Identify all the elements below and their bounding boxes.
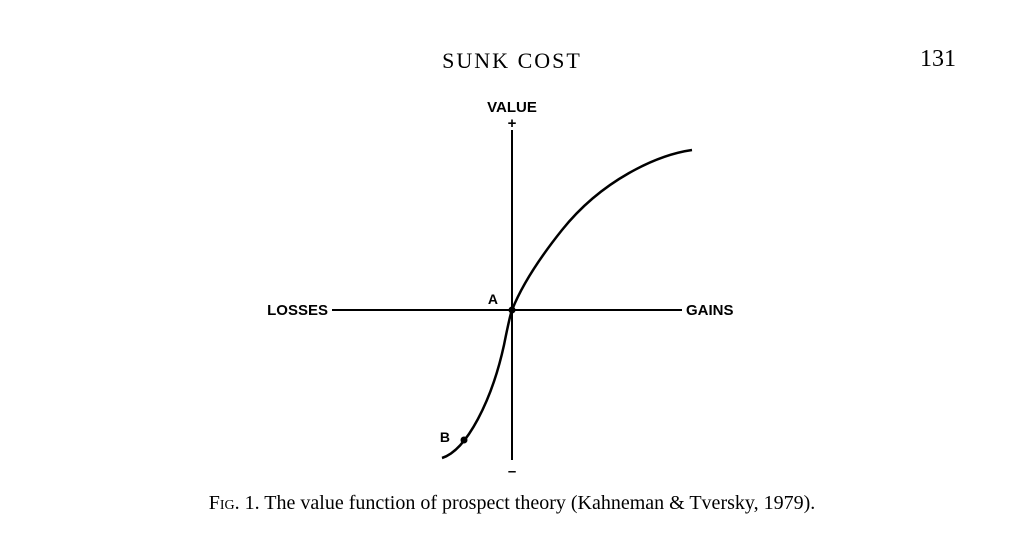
x-axis-right-label: GAINS xyxy=(686,302,734,319)
y-axis-top-label: VALUE xyxy=(487,100,537,116)
y-axis-minus-icon: – xyxy=(508,463,516,480)
point-label-b: B xyxy=(440,429,450,445)
figure-caption: Fig. 1. The value function of prospect t… xyxy=(0,492,1024,515)
value-function-curve xyxy=(442,150,692,458)
y-axis-plus-icon: + xyxy=(508,115,517,132)
figure: LOSSES GAINS VALUE + – A B xyxy=(262,100,762,480)
point-b xyxy=(461,437,468,444)
caption-prefix: Fig. 1. xyxy=(209,492,260,514)
point-a xyxy=(509,307,516,314)
running-head: SUNK COST xyxy=(0,48,1024,74)
value-function-chart: LOSSES GAINS VALUE + – A B xyxy=(262,100,762,480)
page: SUNK COST 131 LOSSES GAINS VALUE + – AB … xyxy=(0,0,1024,551)
x-axis-left-label: LOSSES xyxy=(267,302,328,319)
page-number: 131 xyxy=(920,46,956,73)
point-label-a: A xyxy=(488,291,498,307)
caption-text: The value function of prospect theory (K… xyxy=(260,492,816,514)
